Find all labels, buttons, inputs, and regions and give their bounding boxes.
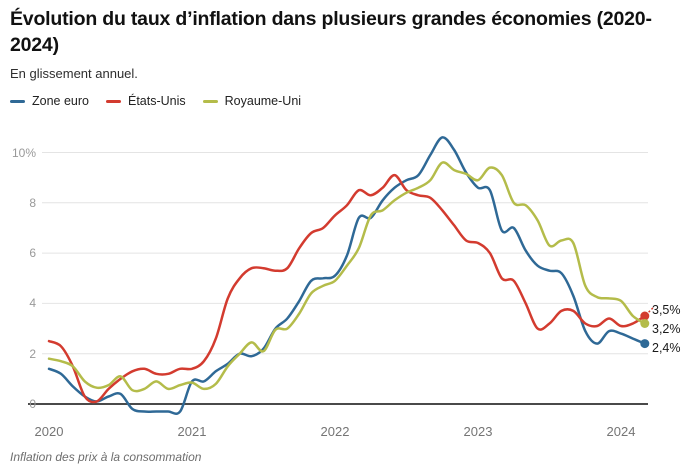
y-axis-tick-2: 2	[29, 347, 36, 361]
line-zone-euro	[47, 136, 647, 415]
end-dot-etats-unis	[640, 311, 650, 321]
legend-item-royaume-uni: Royaume-Uni	[202, 94, 302, 108]
legend-swatch-royaume-uni	[202, 99, 218, 103]
line-etats-unis	[47, 173, 647, 404]
x-axis-tick-2020: 2020	[34, 424, 64, 439]
chart-legend: Zone euro États-Unis Royaume-Uni	[10, 94, 301, 108]
y-axis-tick-4: 4	[29, 296, 36, 310]
y-axis-tick-8: 8	[29, 196, 36, 210]
legend-item-zone-euro: Zone euro	[10, 94, 89, 108]
series-end-label-royaume-uni: 3,2%	[652, 322, 681, 336]
y-axis-tick-6: 6	[29, 246, 36, 260]
series-end-label-zone-euro: 2,4%	[652, 341, 681, 355]
chart-subtitle: En glissement annuel.	[10, 66, 138, 81]
legend-label-zone-euro: Zone euro	[32, 94, 89, 108]
series-end-label-etats-unis: 3,5%	[652, 303, 681, 317]
line-royaume-uni	[47, 161, 647, 393]
legend-swatch-zone-euro	[10, 99, 25, 103]
x-axis-tick-2021: 2021	[177, 424, 207, 439]
end-dot-royaume-uni	[640, 319, 650, 328]
x-axis-tick-2022: 2022	[320, 424, 350, 439]
x-axis-tick-2024: 2024	[606, 424, 636, 439]
legend-item-etats-unis: États-Unis	[105, 94, 186, 108]
legend-label-royaume-uni: Royaume-Uni	[224, 94, 302, 108]
y-axis-tick-10: 10%	[11, 146, 36, 160]
legend-label-etats-unis: États-Unis	[127, 94, 186, 108]
chart-title: Évolution du taux d’inflation dans plusi…	[10, 8, 652, 56]
y-axis-tick-0: 0	[29, 397, 36, 411]
x-axis-tick-2023: 2023	[463, 424, 493, 439]
chart-footnote: Inflation des prix à la consommation	[10, 450, 202, 464]
end-dot-zone-euro	[640, 339, 650, 349]
legend-swatch-etats-unis	[105, 99, 121, 103]
